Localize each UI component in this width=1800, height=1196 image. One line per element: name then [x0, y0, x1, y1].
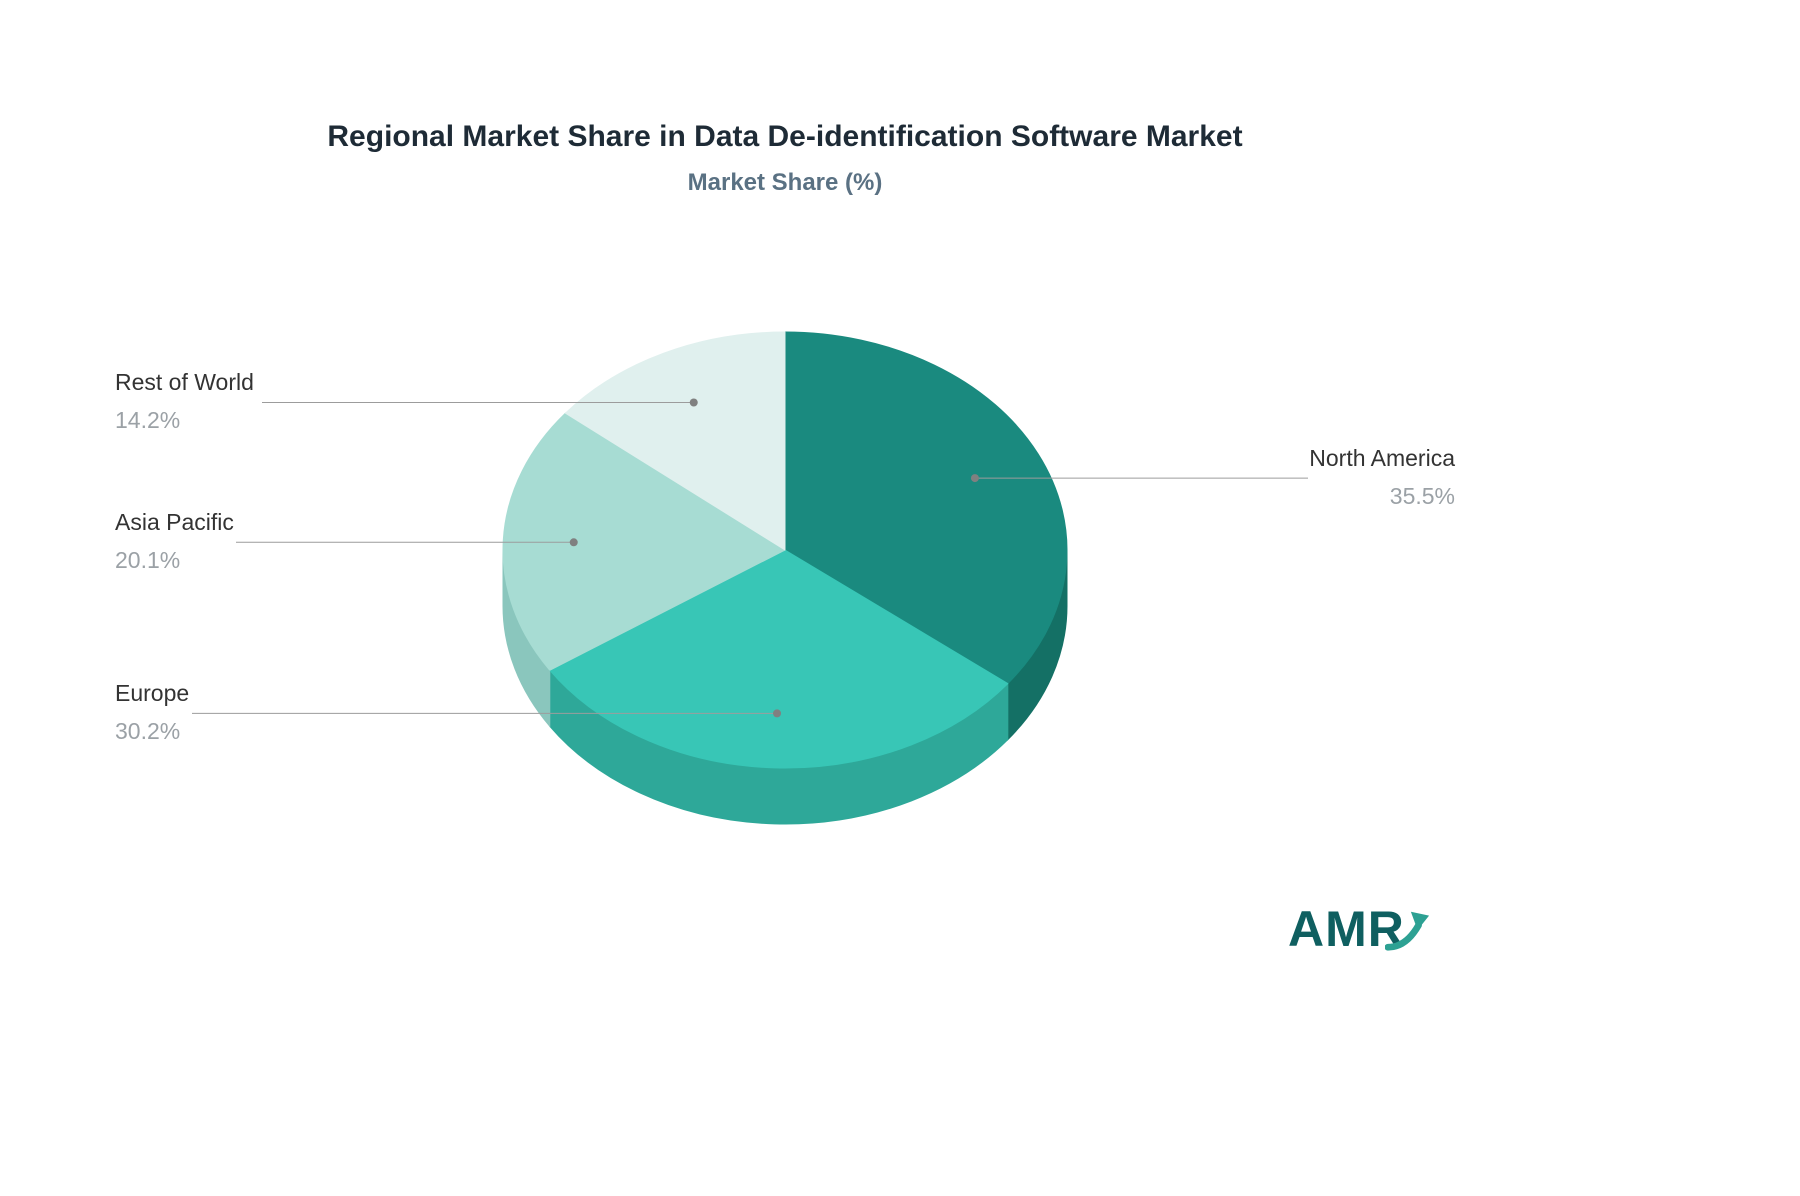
pie-label-name: Asia Pacific [115, 509, 234, 535]
connector-dot-rest-of-world [689, 398, 698, 407]
connector-dot-asia-pacific [569, 538, 578, 547]
pie-label-value: 30.2% [115, 718, 181, 744]
pie-slice-asia-pacific[interactable] [502, 412, 786, 671]
pie-label-north-america: North America 35.5% [1309, 444, 1455, 510]
pie-label-name: Rest of World [115, 369, 254, 395]
connector-dot-north-america [970, 474, 979, 483]
chart-subtitle: Market Share (%) [687, 169, 883, 196]
pie-label-value: 35.5% [1389, 483, 1455, 509]
pie-label-asia-pacific: Asia Pacific 20.1% [115, 508, 234, 574]
chart-title: Regional Market Share in Data De-identif… [327, 120, 1243, 153]
pie-label-value: 14.2% [115, 407, 181, 433]
connector-dot-europe [773, 709, 782, 718]
pie-slice-rest-of-world[interactable] [564, 331, 786, 551]
pie-label-europe: Europe 30.2% [115, 679, 189, 745]
pie-label-name: Europe [115, 680, 190, 706]
trend-up-arrow-icon [1385, 911, 1430, 951]
pie-label-rest-of-world: Rest of World 14.2% [115, 368, 254, 434]
pie-label-value: 20.1% [115, 547, 181, 573]
pie-label-name: North America [1309, 445, 1455, 471]
amr-logo: AMR [1288, 900, 1438, 962]
pie-slice-north-america[interactable] [784, 331, 1068, 685]
